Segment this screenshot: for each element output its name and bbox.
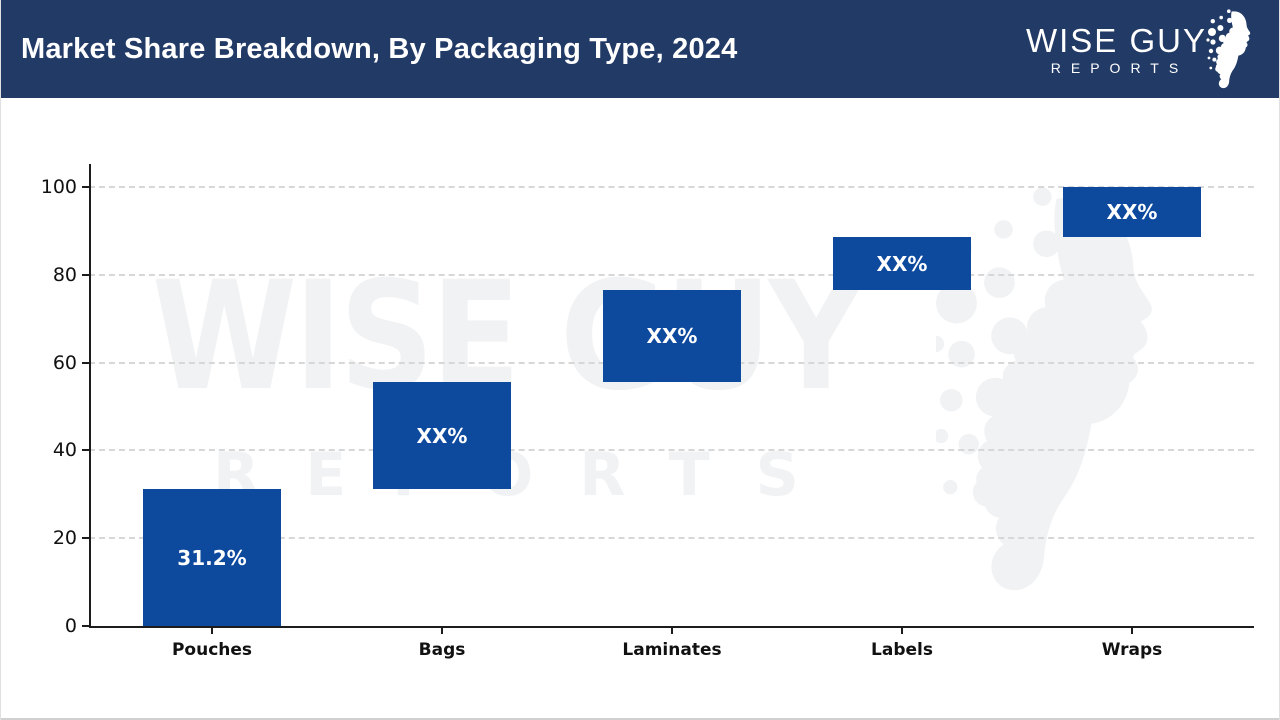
y-tick-label: 80 (52, 263, 77, 286)
gridline-40 (89, 449, 1254, 452)
x-axis-line (89, 626, 1254, 628)
x-tick-mark (671, 627, 673, 634)
y-tick-mark (82, 537, 89, 540)
x-category-label: Laminates (622, 640, 722, 660)
chart-title: Market Share Breakdown, By Packaging Typ… (21, 32, 738, 65)
x-tick-mark (441, 627, 443, 634)
bar-value-label: XX% (1106, 200, 1158, 225)
x-category-label: Wraps (1101, 640, 1163, 660)
wise-guy-reports-logo: WISE GUY REPORTS (1026, 7, 1267, 91)
y-tick-label: 20 (52, 527, 77, 550)
gridline-100 (89, 186, 1254, 188)
bar-value-label: XX% (416, 423, 468, 448)
x-category-label: Labels (871, 640, 933, 660)
bar-laminates (603, 290, 741, 383)
bar-value-label: XX% (646, 324, 698, 349)
logo-reports-label: REPORTS (1050, 59, 1189, 76)
y-tick-label: 60 (52, 351, 77, 374)
y-tick-mark (82, 186, 89, 188)
logo-wiseguy-label: WISE GUY (1025, 21, 1207, 59)
x-category-label: Bags (418, 640, 466, 660)
y-tick-mark (82, 273, 89, 276)
y-tick-mark (82, 449, 89, 452)
y-tick-label: 40 (52, 439, 77, 462)
x-category-label: Pouches (171, 640, 253, 660)
bar-value-label: XX% (876, 251, 928, 276)
bar-bags (373, 382, 511, 490)
y-tick-label: 100 (40, 176, 77, 198)
bar-pouches (143, 489, 281, 626)
logo-text: WISE GUY REPORTS (1026, 24, 1207, 75)
bar-value-label: 31.2% (177, 545, 247, 570)
bar-wraps (1063, 187, 1201, 238)
x-tick-mark (901, 627, 903, 634)
y-tick-mark (82, 361, 89, 364)
bar-labels (833, 237, 971, 291)
x-tick-mark (1131, 627, 1133, 634)
gridline-20 (89, 537, 1254, 540)
header-banner: Market Share Breakdown, By Packaging Typ… (1, 0, 1279, 98)
x-tick-mark (211, 627, 213, 634)
y-axis-line (89, 164, 91, 628)
gridline-80 (89, 273, 1254, 276)
y-tick-label: 0 (64, 615, 77, 637)
y-tick-mark (82, 625, 89, 627)
